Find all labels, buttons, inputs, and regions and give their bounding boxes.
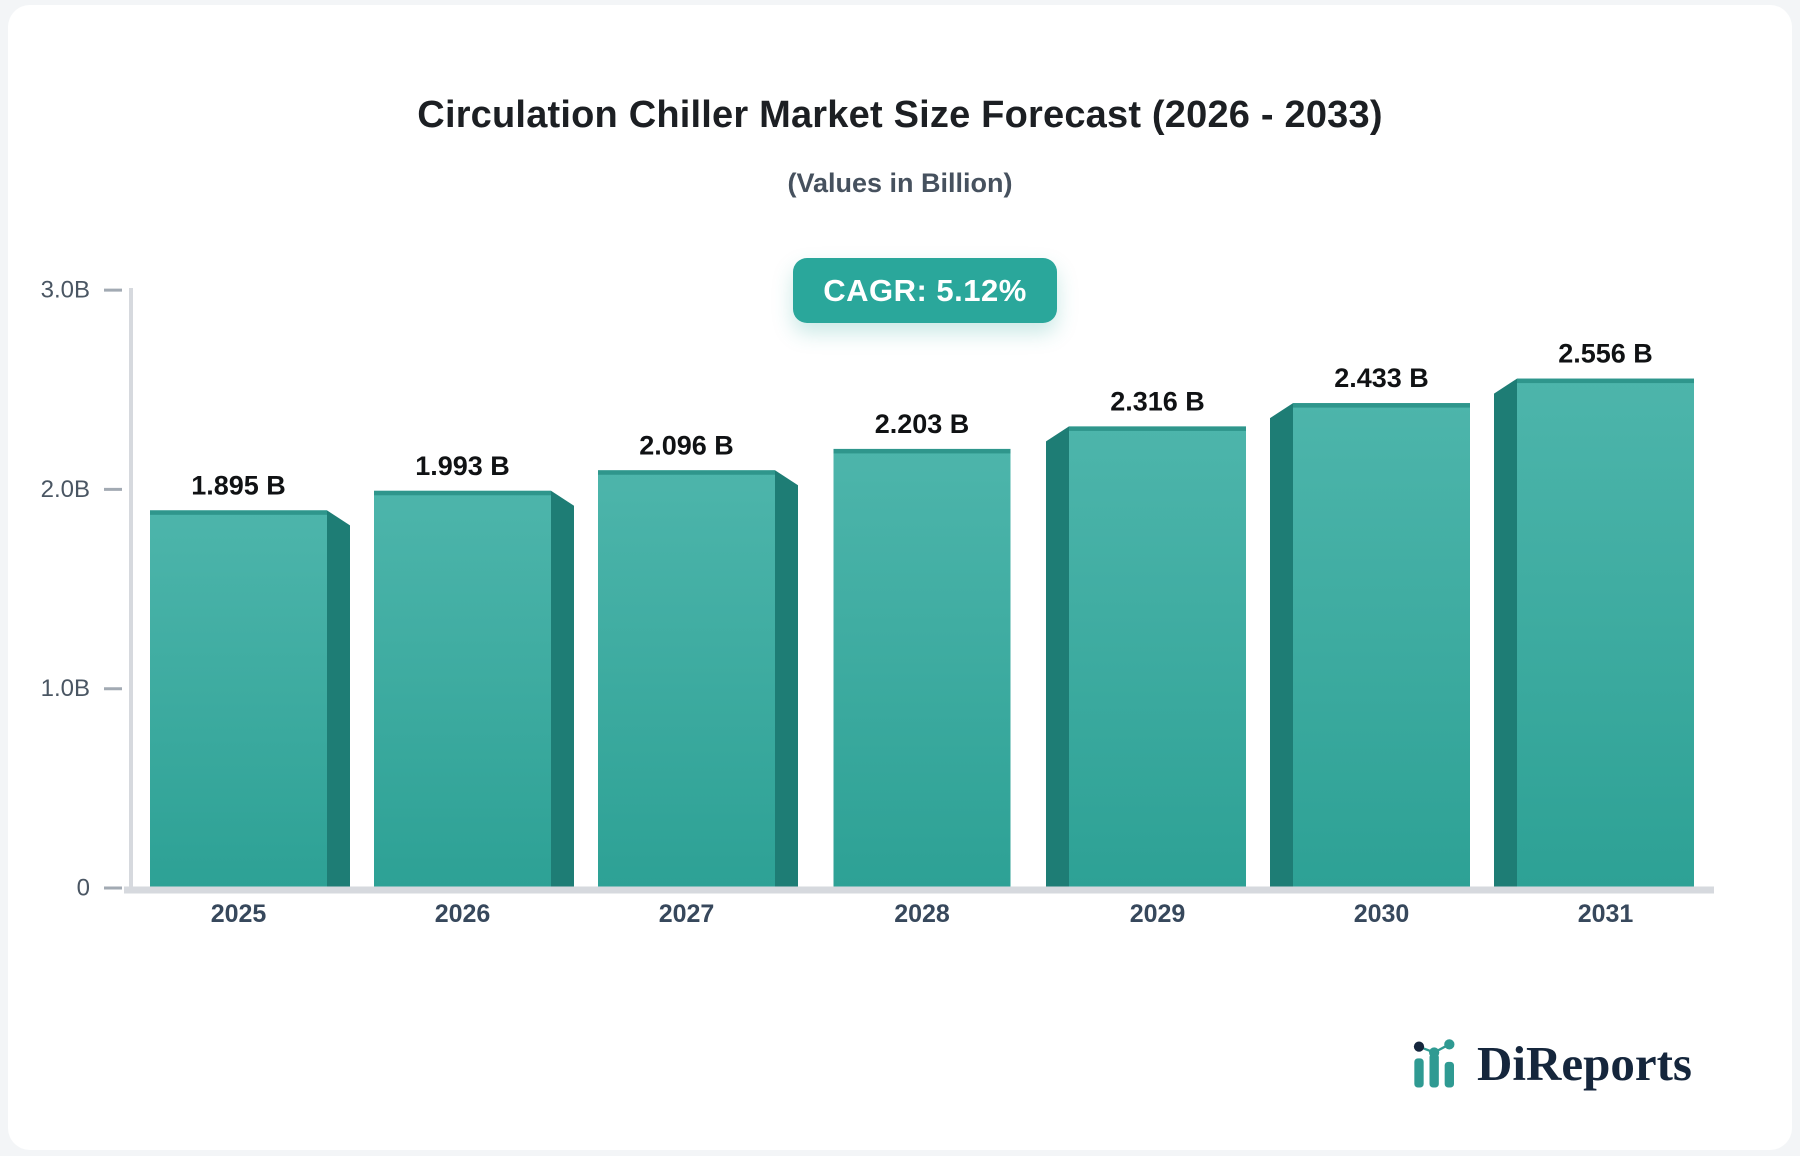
bar-face <box>598 470 775 888</box>
bar-value-label: 2.433 B <box>1334 363 1429 393</box>
y-tick-label: 1.0B <box>41 675 90 702</box>
brand-logo: DiReports <box>1412 1030 1692 1088</box>
bar-top-edge <box>150 510 327 515</box>
bar-2025: 1.895 B 2025 <box>150 470 350 928</box>
bar-side-face <box>1046 426 1069 888</box>
bar-side-face <box>327 510 350 888</box>
bar-top-edge <box>833 448 1011 454</box>
bar-side-face <box>1270 403 1293 888</box>
chart-subtitle: (Values in Billion) <box>787 168 1013 198</box>
bar-top-edge <box>1517 378 1694 384</box>
bar-value-label: 1.993 B <box>415 451 510 481</box>
bar-top-edge <box>598 470 775 475</box>
bar-value-label: 2.203 B <box>875 409 970 439</box>
bar-value-label: 1.895 B <box>191 470 286 500</box>
bar-value-label: 2.316 B <box>1110 386 1205 416</box>
bar-face <box>833 448 1011 888</box>
bar-top-edge <box>1293 403 1470 408</box>
bar-2026: 1.993 B 2026 <box>374 451 574 928</box>
x-axis-label: 2025 <box>211 900 267 928</box>
chart-title: Circulation Chiller Market Size Forecast… <box>417 94 1383 136</box>
bar-face <box>374 490 551 888</box>
bar-side-face <box>1494 378 1517 888</box>
bar-2030: 2.433 B 2030 <box>1270 363 1470 928</box>
y-tick-label: 2.0B <box>41 476 90 503</box>
x-axis-label: 2029 <box>1130 900 1186 928</box>
bar-side-face <box>775 470 798 888</box>
cagr-badge: CAGR: 5.12% <box>793 258 1057 323</box>
bar-chart-trend-icon <box>1413 1039 1455 1088</box>
y-tick-label: 3.0B <box>41 277 90 304</box>
bar-2028: 2.203 B 2028 <box>833 409 1011 928</box>
bar-top-edge <box>374 490 551 496</box>
bar-2027: 2.096 B 2027 <box>598 430 798 928</box>
x-axis-label: 2030 <box>1354 900 1410 928</box>
bar-top-edge <box>1069 426 1246 431</box>
bar-face <box>150 510 327 888</box>
x-axis-label: 2031 <box>1578 900 1634 928</box>
bar-value-label: 2.556 B <box>1558 339 1653 369</box>
bar-face <box>1069 426 1246 888</box>
bar-face <box>1517 378 1694 888</box>
bar-face <box>1293 403 1470 888</box>
x-axis-label: 2026 <box>435 900 491 928</box>
bar-value-label: 2.096 B <box>639 430 734 460</box>
bar-2031: 2.556 B 2031 <box>1494 339 1694 928</box>
brand-name: DiReports <box>1476 1036 1692 1091</box>
x-axis-label: 2028 <box>894 900 950 928</box>
y-tick-label: 0 <box>77 875 90 902</box>
bar-2029: 2.316 B 2029 <box>1046 386 1246 928</box>
x-axis-label: 2027 <box>659 900 715 928</box>
bar-side-face <box>551 490 574 888</box>
